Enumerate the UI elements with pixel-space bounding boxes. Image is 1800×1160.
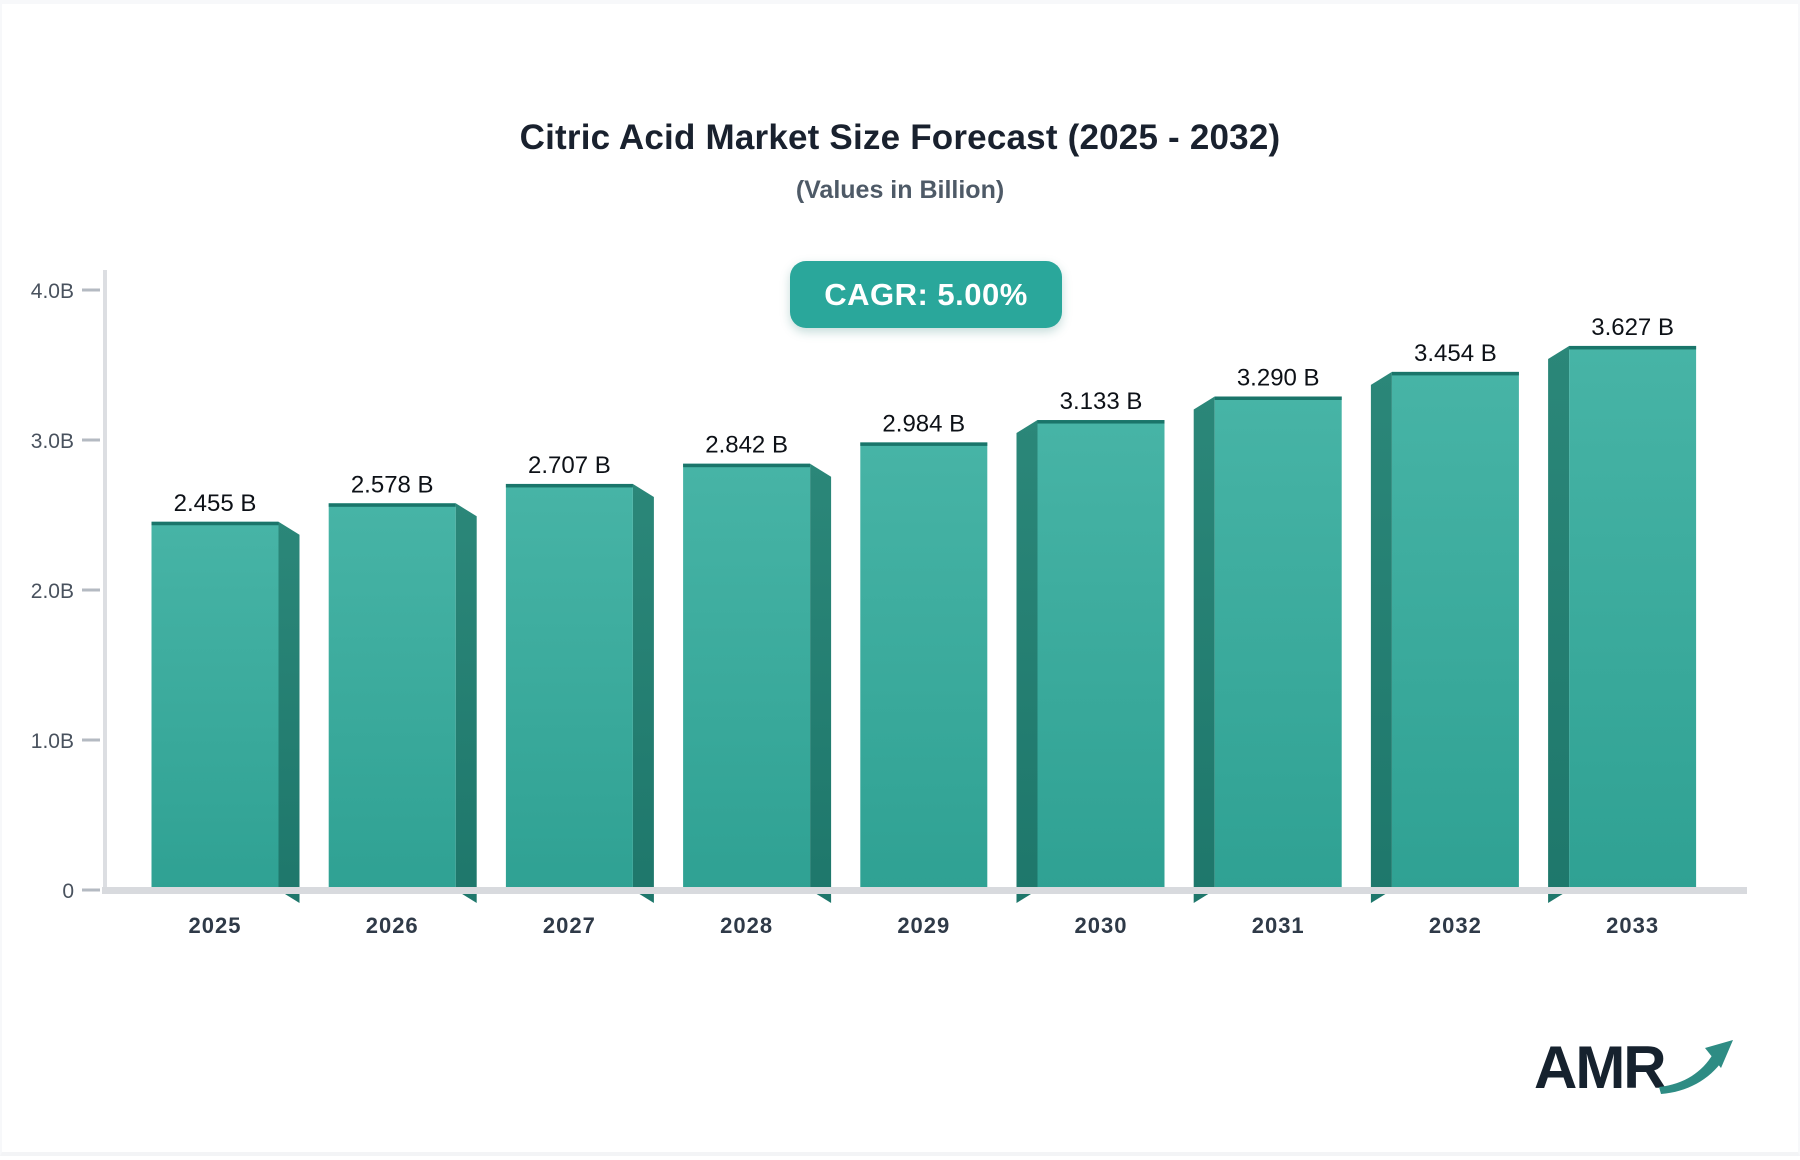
amr-logo: AMR	[1534, 1034, 1739, 1098]
bar-top-edge	[328, 503, 456, 507]
x-axis-label: 2025	[189, 913, 242, 938]
bar-side-face	[1548, 345, 1570, 903]
bar-front-face	[151, 521, 279, 890]
y-axis-tick	[82, 288, 100, 292]
bar-side-face	[1016, 420, 1038, 903]
bar-top-edge	[1569, 345, 1697, 350]
x-axis-label: 2026	[366, 913, 419, 938]
x-axis-label: 2030	[1075, 913, 1128, 938]
bar-side-face	[810, 463, 832, 903]
bar-top-edge	[151, 521, 279, 526]
bar-value-label: 3.290 B	[1237, 365, 1320, 392]
bar-front-face	[1569, 345, 1697, 890]
bar-value-label: 3.454 B	[1414, 340, 1497, 367]
bar-front-face	[1214, 396, 1342, 890]
bar-side-face	[632, 483, 654, 903]
x-axis-label: 2028	[720, 913, 773, 938]
chart-title: Citric Acid Market Size Forecast (2025 -…	[519, 118, 1281, 157]
bar-top-edge	[1391, 371, 1519, 376]
x-axis-label: 2032	[1429, 913, 1482, 938]
x-axis-label: 2027	[543, 913, 596, 938]
x-axis-label: 2033	[1606, 913, 1659, 938]
bar-2029: 2.984 B 2029	[860, 410, 988, 938]
bar-front-face	[1391, 371, 1519, 890]
bar-value-label: 2.578 B	[351, 471, 434, 498]
y-axis-tick	[82, 738, 100, 742]
y-axis-tick	[82, 888, 100, 892]
bar-front-face	[1037, 420, 1165, 890]
bar-side-face	[455, 503, 477, 903]
bar-top-edge	[1037, 420, 1165, 424]
bar-2028: 2.842 B 2028	[683, 432, 832, 938]
bar-top-edge	[1214, 396, 1342, 400]
chart-subtitle: (Values in Billion)	[795, 176, 1005, 204]
bar-value-label: 3.627 B	[1591, 314, 1674, 341]
cagr-badge: CAGR: 5.00%	[790, 261, 1062, 328]
y-axis-tick	[82, 588, 100, 592]
x-axis-label: 2029	[897, 913, 950, 938]
bar-top-edge	[505, 483, 633, 488]
bar-front-face	[683, 463, 811, 890]
bar-2025: 2.455 B 2025	[151, 490, 300, 938]
bar-value-label: 2.455 B	[174, 490, 257, 517]
y-axis-label: 4.0B	[31, 280, 74, 303]
bar-side-face	[1193, 396, 1215, 903]
bar-top-edge	[860, 442, 988, 446]
bar-2032: 3.454 B 2032	[1370, 340, 1519, 938]
y-axis-line	[103, 270, 107, 894]
bar-value-label: 2.707 B	[528, 452, 611, 479]
bar-2030: 3.133 B 2030	[1016, 388, 1165, 938]
bar-side-face	[1370, 371, 1392, 903]
y-axis-label: 2.0B	[31, 580, 74, 603]
bar-2033: 3.627 B 2033	[1548, 314, 1697, 938]
bar-front-face	[860, 442, 988, 890]
bar-value-label: 3.133 B	[1060, 388, 1143, 415]
cagr-badge-label: CAGR: 5.00%	[824, 276, 1028, 312]
bar-2027: 2.707 B 2027	[505, 452, 654, 938]
bar-value-label: 2.984 B	[882, 410, 965, 437]
y-axis-label: 1.0B	[31, 730, 74, 753]
bar-value-label: 2.842 B	[705, 432, 788, 459]
bar-top-edge	[683, 463, 811, 468]
y-axis-tick	[82, 438, 100, 442]
bar-side-face	[278, 521, 300, 903]
growth-arrow-icon	[1658, 1040, 1733, 1094]
y-axis-label: 0	[62, 880, 74, 903]
x-axis-line	[102, 887, 1747, 894]
x-axis-label: 2031	[1252, 913, 1305, 938]
bar-front-face	[328, 503, 456, 890]
amr-logo-text: AMR	[1534, 1034, 1667, 1101]
bar-2031: 3.290 B 2031	[1193, 365, 1342, 938]
y-axis-label: 3.0B	[31, 430, 74, 453]
bar-2026: 2.578 B 2026	[328, 471, 477, 938]
bar-front-face	[505, 483, 633, 890]
